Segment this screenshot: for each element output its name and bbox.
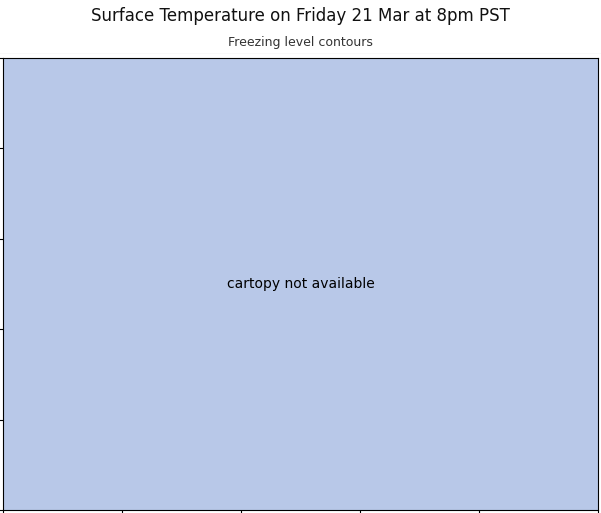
- Text: cartopy not available: cartopy not available: [227, 277, 374, 291]
- Text: Surface Temperature on Friday 21 Mar at 8pm PST: Surface Temperature on Friday 21 Mar at …: [91, 7, 510, 25]
- Text: Freezing level contours: Freezing level contours: [228, 35, 373, 49]
